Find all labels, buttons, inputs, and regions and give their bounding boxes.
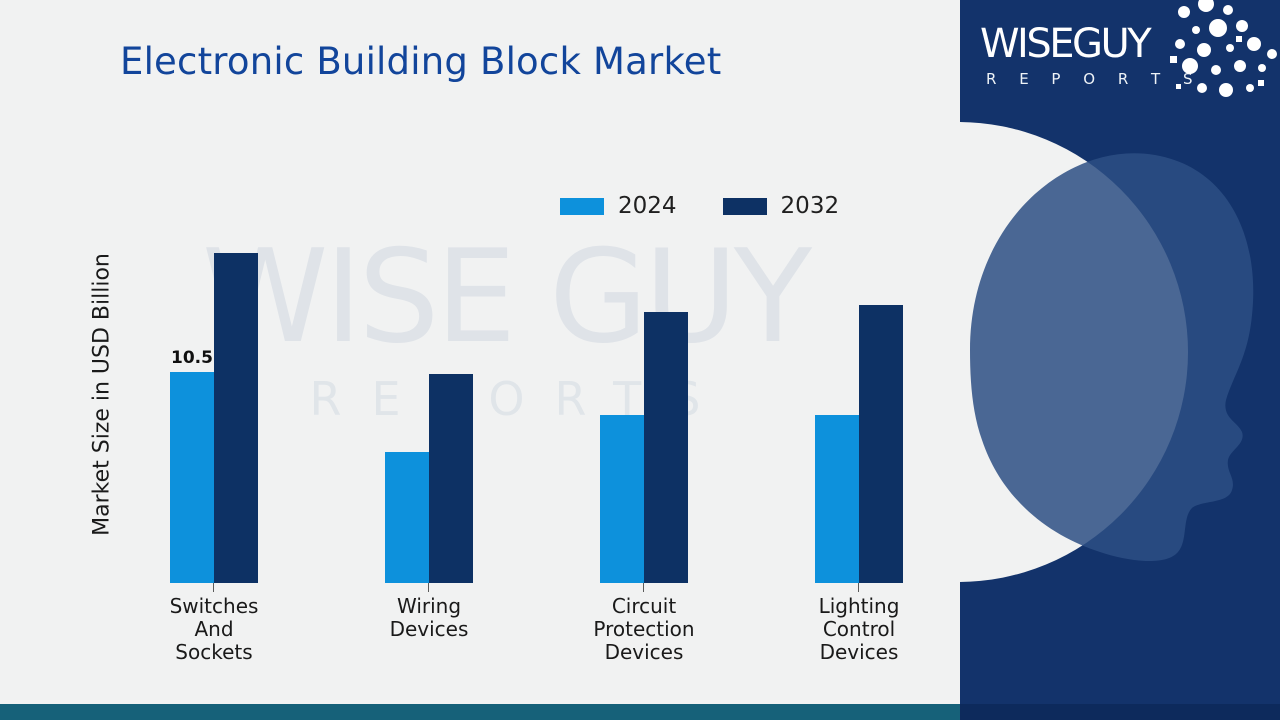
- legend-item-2032[interactable]: 2032: [722, 193, 840, 219]
- legend-swatch-2024: [560, 197, 604, 215]
- plot-area: 10.5 Switches And Sockets Wiring Devices Circu…: [169, 253, 903, 665]
- bar-2024[interactable]: [385, 452, 429, 583]
- axis-tick: [643, 583, 644, 592]
- head-silhouette-icon: [970, 153, 1254, 562]
- footer-strip-left: [0, 704, 960, 720]
- chart-legend: 2024 2032: [560, 193, 839, 219]
- dot-cluster-icon: [1170, 0, 1277, 97]
- bar-2032[interactable]: [429, 374, 473, 583]
- bar-2032[interactable]: [859, 305, 903, 583]
- bar-2024[interactable]: [170, 372, 214, 583]
- axis-tick: [858, 583, 859, 592]
- legend-swatch-2032: [722, 197, 767, 215]
- bar-2024[interactable]: [600, 415, 644, 583]
- bar-value-label: 10.5: [171, 348, 213, 368]
- axis-tick: [213, 583, 214, 592]
- brand-logo: WISEGUY R E P O R T S: [980, 24, 1220, 88]
- category-label: Circuit Protection Devices: [593, 594, 695, 665]
- axis-tick: [428, 583, 429, 592]
- category-label: Lighting Control Devices: [818, 594, 900, 665]
- brand-panel: WISEGUY R E P O R T S: [960, 0, 1280, 704]
- brand-logo-main-text: WISEGUY: [980, 21, 1152, 67]
- brand-logo-sub-text: R E P O R T S: [986, 70, 1202, 88]
- page-title: Electronic Building Block Market: [120, 40, 722, 83]
- bar-2024[interactable]: [815, 415, 859, 583]
- legend-label-2024: 2024: [618, 193, 677, 219]
- bar-2032[interactable]: [214, 253, 258, 583]
- legend-label-2032: 2032: [780, 193, 840, 219]
- bar-2032[interactable]: [644, 312, 688, 583]
- legend-item-2024[interactable]: 2024: [560, 193, 677, 219]
- footer-strip-right: [960, 704, 1280, 720]
- category-label: Wiring Devices: [389, 594, 469, 642]
- category-label: Switches And Sockets: [169, 594, 259, 665]
